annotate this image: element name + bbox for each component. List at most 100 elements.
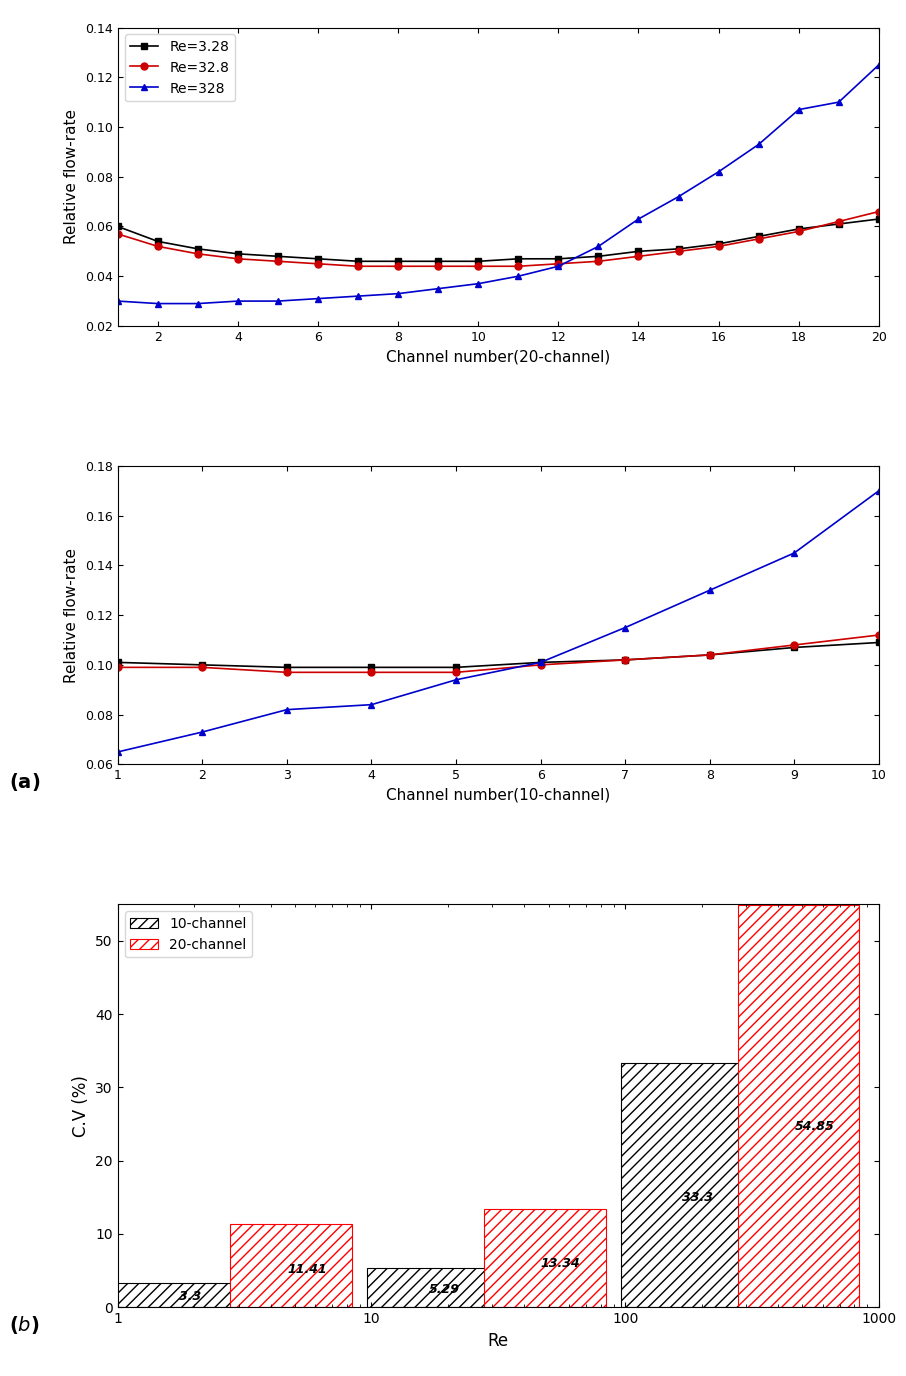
- Re=328: [513, 268, 524, 285]
- Re=3.28: [834, 216, 844, 233]
- Y-axis label: Relative flow-rate: Relative flow-rate: [64, 548, 80, 682]
- X-axis label: Channel number(20-channel): Channel number(20-channel): [386, 350, 611, 365]
- Re=32.8: [112, 226, 123, 242]
- Re=32.8: [352, 259, 363, 275]
- Legend: 10-channel, 20-channel: 10-channel, 20-channel: [125, 911, 252, 958]
- Re=32.8: [392, 259, 403, 275]
- Text: 5.29: 5.29: [429, 1284, 459, 1296]
- Bar: [737, 905, 859, 1307]
- Legend: Re=3.28, Re=32.8, Re=328: Re=3.28, Re=32.8, Re=328: [125, 34, 235, 102]
- Bar: [484, 1210, 605, 1307]
- Re=328: [633, 211, 644, 227]
- Re=3.28: [473, 253, 484, 270]
- Re=32.8: [753, 231, 764, 248]
- Re=32.8: [794, 223, 805, 239]
- Re=328: [873, 56, 884, 73]
- Re=32.8: [282, 665, 293, 681]
- Re=3.28: [273, 248, 284, 264]
- Bar: [113, 1282, 235, 1307]
- Text: $\mathbf{(\mathit{b})}$: $\mathbf{(\mathit{b})}$: [9, 1314, 40, 1336]
- Bar: [230, 1223, 352, 1307]
- Re=328: [233, 293, 244, 310]
- Re=328: [273, 293, 284, 310]
- Re=3.28: [713, 235, 724, 252]
- Re=32.8: [713, 238, 724, 255]
- Re=3.28: [704, 647, 715, 663]
- Re=32.8: [513, 259, 524, 275]
- X-axis label: Channel number(10-channel): Channel number(10-channel): [386, 788, 611, 802]
- Line: Re=328: Re=328: [114, 62, 882, 307]
- Re=328: [873, 483, 884, 499]
- Re=32.8: [233, 250, 244, 267]
- Re=32.8: [789, 637, 800, 654]
- Re=3.28: [192, 241, 203, 257]
- Re=328: [352, 288, 363, 304]
- Re=3.28: [553, 250, 564, 267]
- Re=328: [450, 671, 461, 688]
- Text: 13.34: 13.34: [541, 1256, 581, 1270]
- Re=3.28: [112, 654, 123, 670]
- Re=32.8: [633, 248, 644, 264]
- Re=32.8: [553, 256, 564, 272]
- Re=32.8: [535, 656, 546, 673]
- Re=3.28: [282, 659, 293, 676]
- X-axis label: Re: Re: [487, 1332, 509, 1350]
- Re=32.8: [450, 665, 461, 681]
- Text: 33.3: 33.3: [682, 1192, 713, 1204]
- Re=3.28: [753, 228, 764, 245]
- Text: 54.85: 54.85: [795, 1120, 834, 1132]
- Re=3.28: [633, 244, 644, 260]
- Re=32.8: [152, 238, 163, 255]
- Re=32.8: [834, 213, 844, 230]
- Re=32.8: [620, 652, 631, 669]
- Re=32.8: [192, 245, 203, 261]
- Re=32.8: [673, 244, 684, 260]
- Re=3.28: [620, 652, 631, 669]
- Re=328: [313, 290, 323, 307]
- Re=328: [392, 285, 403, 301]
- Re=32.8: [273, 253, 284, 270]
- Bar: [367, 1269, 488, 1307]
- Line: Re=32.8: Re=32.8: [114, 632, 882, 676]
- Line: Re=3.28: Re=3.28: [114, 216, 882, 264]
- Re=32.8: [704, 647, 715, 663]
- Re=3.28: [433, 253, 444, 270]
- Re=328: [282, 702, 293, 718]
- Re=328: [834, 94, 844, 110]
- Line: Re=32.8: Re=32.8: [114, 208, 882, 270]
- Re=3.28: [513, 250, 524, 267]
- Y-axis label: Relative flow-rate: Relative flow-rate: [64, 109, 80, 244]
- Re=3.28: [152, 233, 163, 249]
- Re=3.28: [352, 253, 363, 270]
- Re=32.8: [593, 253, 604, 270]
- Re=328: [553, 259, 564, 275]
- Re=3.28: [233, 245, 244, 261]
- Re=3.28: [873, 634, 884, 651]
- Re=328: [473, 275, 484, 292]
- Re=328: [789, 545, 800, 561]
- Re=3.28: [450, 659, 461, 676]
- Line: Re=328: Re=328: [114, 487, 882, 755]
- Re=328: [673, 189, 684, 205]
- Text: 11.41: 11.41: [287, 1263, 327, 1276]
- Re=328: [620, 619, 631, 636]
- Re=328: [794, 102, 805, 118]
- Re=32.8: [197, 659, 207, 676]
- Re=328: [704, 582, 715, 599]
- Re=32.8: [433, 259, 444, 275]
- Re=3.28: [873, 211, 884, 227]
- Re=3.28: [593, 248, 604, 264]
- Re=3.28: [789, 640, 800, 656]
- Re=328: [152, 296, 163, 312]
- Re=328: [753, 136, 764, 153]
- Re=32.8: [366, 665, 377, 681]
- Re=3.28: [366, 659, 377, 676]
- Re=32.8: [873, 627, 884, 644]
- Re=328: [112, 743, 123, 760]
- Re=328: [593, 238, 604, 255]
- Re=3.28: [794, 220, 805, 237]
- Re=328: [713, 164, 724, 180]
- Re=32.8: [313, 256, 323, 272]
- Y-axis label: C.V (%): C.V (%): [72, 1075, 90, 1137]
- Text: 3.3: 3.3: [179, 1289, 201, 1303]
